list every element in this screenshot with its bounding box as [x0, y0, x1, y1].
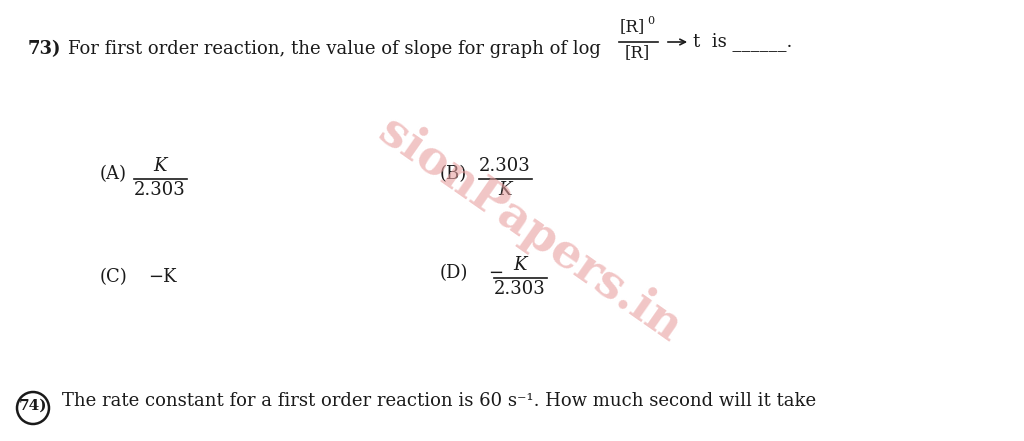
Text: K: K: [499, 181, 512, 199]
Text: −K: −K: [148, 268, 176, 286]
Text: [R]: [R]: [620, 18, 645, 35]
Text: t  is ______.: t is ______.: [693, 32, 793, 51]
Text: The rate constant for a first order reaction is 60 s⁻¹. How much second will it : The rate constant for a first order reac…: [62, 392, 816, 410]
Text: K: K: [154, 157, 167, 175]
Text: 74): 74): [18, 399, 47, 413]
Text: (D): (D): [440, 264, 468, 282]
Text: 2.303: 2.303: [134, 181, 186, 199]
Text: 2.303: 2.303: [479, 157, 530, 175]
Text: −: −: [488, 264, 503, 282]
Text: (A): (A): [100, 165, 127, 183]
Text: (B): (B): [440, 165, 467, 183]
Text: K: K: [513, 256, 526, 274]
Text: 0: 0: [647, 16, 654, 26]
Text: [R]: [R]: [625, 44, 650, 61]
Text: 73): 73): [28, 40, 61, 58]
Text: 2.303: 2.303: [495, 280, 546, 298]
Text: (C): (C): [100, 268, 128, 286]
Text: sionPapers.in: sionPapers.in: [370, 108, 690, 351]
Text: For first order reaction, the value of slope for graph of log: For first order reaction, the value of s…: [68, 40, 601, 58]
